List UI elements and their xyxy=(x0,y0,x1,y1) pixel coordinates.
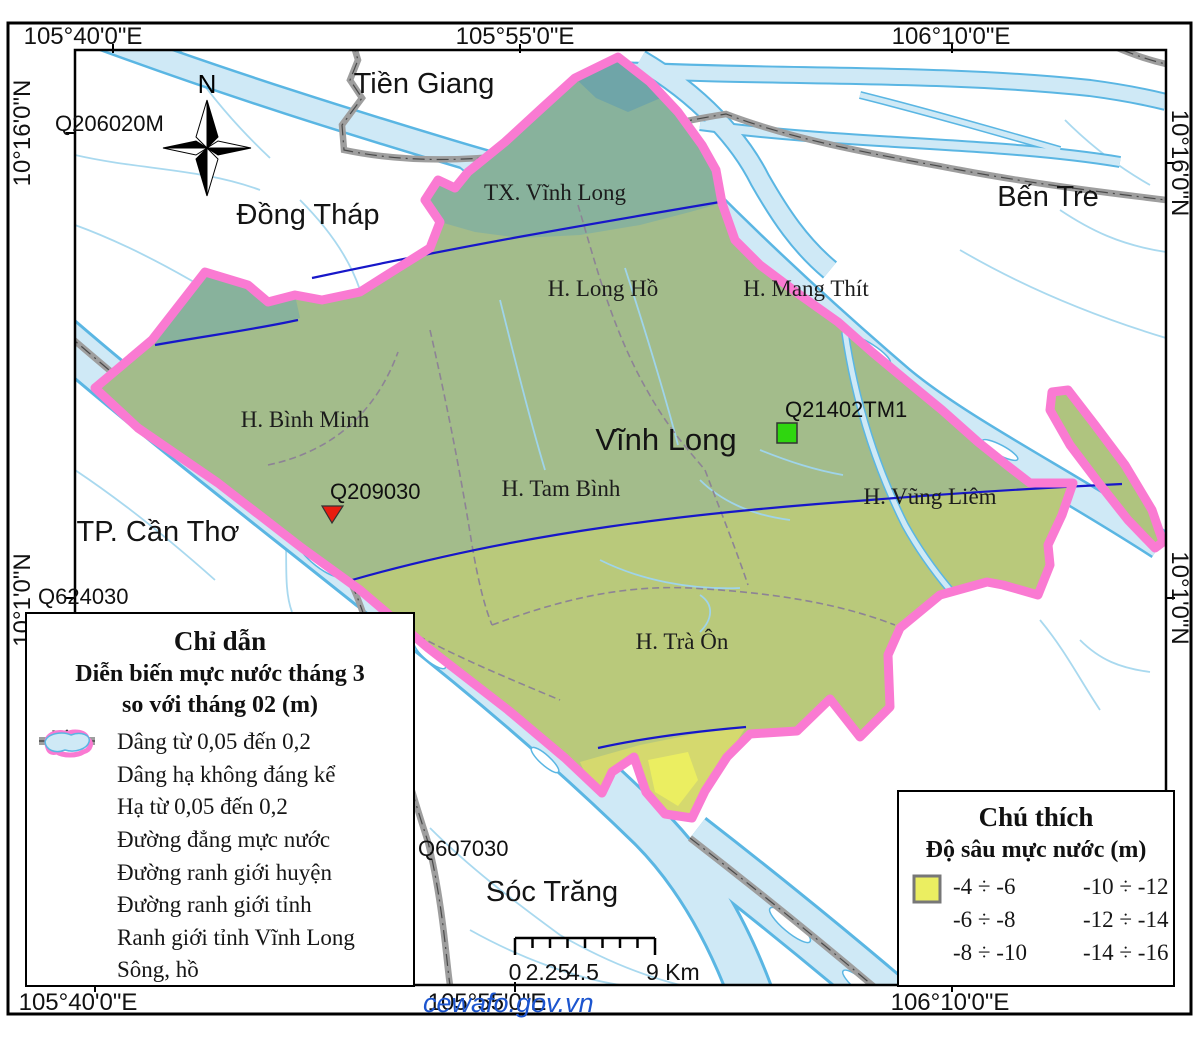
zone-10-12 xyxy=(352,483,1073,818)
label-tam-binh: H. Tam Bình xyxy=(502,476,621,501)
label-mang-thit: H. Mang Thít xyxy=(743,276,869,301)
depth-range-label: -10 ÷ -12 xyxy=(1083,874,1169,899)
legend-item-label: Đường ranh giới huyện xyxy=(117,859,333,885)
district-labels: TX. Vĩnh Long H. Long Hồ H. Mang Thít H.… xyxy=(241,180,997,654)
map-frame xyxy=(73,48,1168,987)
label-ben-tre: Bến Tre xyxy=(997,181,1099,213)
zone-6-8-nw xyxy=(152,272,300,346)
coord-bottom-center: 105°55'0"E xyxy=(428,989,547,1016)
scale-label-2-25: 2.25 xyxy=(526,959,571,985)
inner-streams xyxy=(499,267,844,633)
legend-item-district-boundary: Đường ranh giới huyện xyxy=(37,740,407,889)
coord-top-left: 105°40'0"E xyxy=(24,23,143,50)
legend-item-label: Ranh giới tỉnh Vĩnh Long xyxy=(117,924,355,950)
vinh-long-border xyxy=(90,52,1166,823)
label-vinh-long: Vĩnh Long xyxy=(595,422,736,457)
depth-range-label: -12 ÷ -14 xyxy=(1083,907,1169,932)
legend-right-subtitle: Độ sâu mực nước (m) xyxy=(925,837,1147,863)
label-tx-vinh-long: TX. Vĩnh Long xyxy=(484,180,627,205)
coord-right-top: 10°16'0"N xyxy=(1166,110,1193,217)
scale-bar: 0 2.25 4.5 9 Km xyxy=(509,936,700,985)
coord-top-center: 105°55'0"E xyxy=(456,23,575,50)
station-markers xyxy=(320,422,798,525)
coord-bottom-right: 106°10'0"E xyxy=(891,989,1010,1016)
legend-water-level-change: Chỉ dẫn Diễn biến mực nước tháng 3 so vớ… xyxy=(25,612,415,987)
compass-north-label: N xyxy=(198,69,217,99)
station-marker-triangle-red xyxy=(320,505,345,525)
depth-range-label: -14 ÷ -16 xyxy=(1083,940,1169,965)
neighbor-province-labels: Tiền Giang Đồng Tháp Bến Tre TP. Cần Thơ… xyxy=(76,68,1098,908)
label-binh-minh: H. Bình Minh xyxy=(241,407,370,432)
legend-left-rows: Dâng từ 0,05 đến 0,2 Dâng hạ không đáng … xyxy=(37,726,407,987)
watermark: cewafo.gov.vn xyxy=(423,988,594,1018)
legend-item-label: Dâng hạ không đáng kể xyxy=(117,761,336,787)
legend-item-contour: Đường đẳng mực nước xyxy=(37,739,407,857)
legend-item-label: Đường ranh giới tỉnh xyxy=(117,892,312,918)
station-label-q209030: Q209030 xyxy=(330,479,421,504)
legend-item-province-boundary: Đường ranh giới tỉnh xyxy=(37,737,407,922)
compass-rose xyxy=(162,99,252,197)
label-tra-on: H. Trà Ôn xyxy=(636,628,729,654)
depth-range-label: -4 ÷ -6 xyxy=(953,874,1016,899)
label-dong-thap: Đồng Tháp xyxy=(237,199,380,231)
legend-item-label: Sông, hồ xyxy=(117,957,199,983)
legend-left-title: Chỉ dẫn xyxy=(173,626,267,656)
legend-item-label: Đường đẳng mực nước xyxy=(117,827,331,853)
legend-item-vinh-long-border: Ranh giới tỉnh Vĩnh Long xyxy=(37,729,407,955)
station-labels: Q206020M Q21402TM1 Q209030 Q624030 Q6070… xyxy=(38,111,907,861)
legend-item-label: Dâng từ 0,05 đến 0,2 xyxy=(117,729,311,755)
legend-item-rise: Dâng từ 0,05 đến 0,2 xyxy=(37,726,407,759)
label-soc-trang: Sóc Trăng xyxy=(486,876,618,908)
legend-water-depth: Chú thích Độ sâu mực nước (m) -4 ÷ -6 -1… xyxy=(897,790,1175,987)
outer-border xyxy=(6,21,1193,1016)
province-area xyxy=(95,57,1163,818)
coord-bottom-left: 105°40'0"E xyxy=(19,989,138,1016)
station-label-q624030: Q624030 xyxy=(38,584,129,609)
legend-left-subtitle-2: so với tháng 02 (m) xyxy=(122,692,318,718)
coord-right-bottom: 10°1'0"N xyxy=(1166,551,1193,644)
legend-left-subtitle-1: Diễn biến mực nước tháng 3 xyxy=(75,661,365,687)
district-boundaries xyxy=(267,204,896,701)
station-marker-square-green xyxy=(776,422,798,444)
legend-item-fall: Hạ từ 0,05 đến 0,2 xyxy=(37,730,407,824)
water-level-contours xyxy=(154,200,1123,750)
coord-left-top: 10°16'0"N xyxy=(9,80,36,187)
graticule-ticks xyxy=(66,44,1175,992)
depth-range-label: -6 ÷ -8 xyxy=(953,907,1016,932)
label-tien-giang: Tiền Giang xyxy=(354,68,495,100)
coordinate-labels: 105°40'0"E 105°55'0"E 106°10'0"E 105°40'… xyxy=(9,23,1193,1016)
legend-right-title: Chú thích xyxy=(978,802,1094,832)
label-long-ho: H. Long Hồ xyxy=(548,276,659,301)
station-label-q206020m: Q206020M xyxy=(55,111,164,136)
station-label-q21402tm1: Q21402TM1 xyxy=(785,397,907,422)
depth-range-label: -8 ÷ -10 xyxy=(953,940,1027,965)
station-label-q607030: Q607030 xyxy=(418,836,509,861)
scale-label-4-5: 4.5 xyxy=(567,959,599,985)
mang-thit-river xyxy=(841,331,954,593)
legend-right-classes: -4 ÷ -6 -10 ÷ -12 -6 ÷ -8 -12 ÷ -14 -8 ÷… xyxy=(911,874,1168,966)
legend-item-water: Sông, hồ xyxy=(37,732,407,987)
zone-14-16 xyxy=(648,752,698,806)
legend-item-label: Hạ từ 0,05 đến 0,2 xyxy=(117,794,288,820)
label-vung-liem: H. Vũng Liêm xyxy=(863,484,996,509)
east-strip xyxy=(1050,390,1163,548)
coord-top-right: 106°10'0"E xyxy=(892,23,1011,50)
scale-label-0: 0 xyxy=(509,959,522,985)
label-can-tho: TP. Cần Thơ xyxy=(76,516,239,548)
legend-item-stable: Dâng hạ không đáng kể xyxy=(37,730,407,792)
scale-label-9km: 9 Km xyxy=(646,959,700,985)
